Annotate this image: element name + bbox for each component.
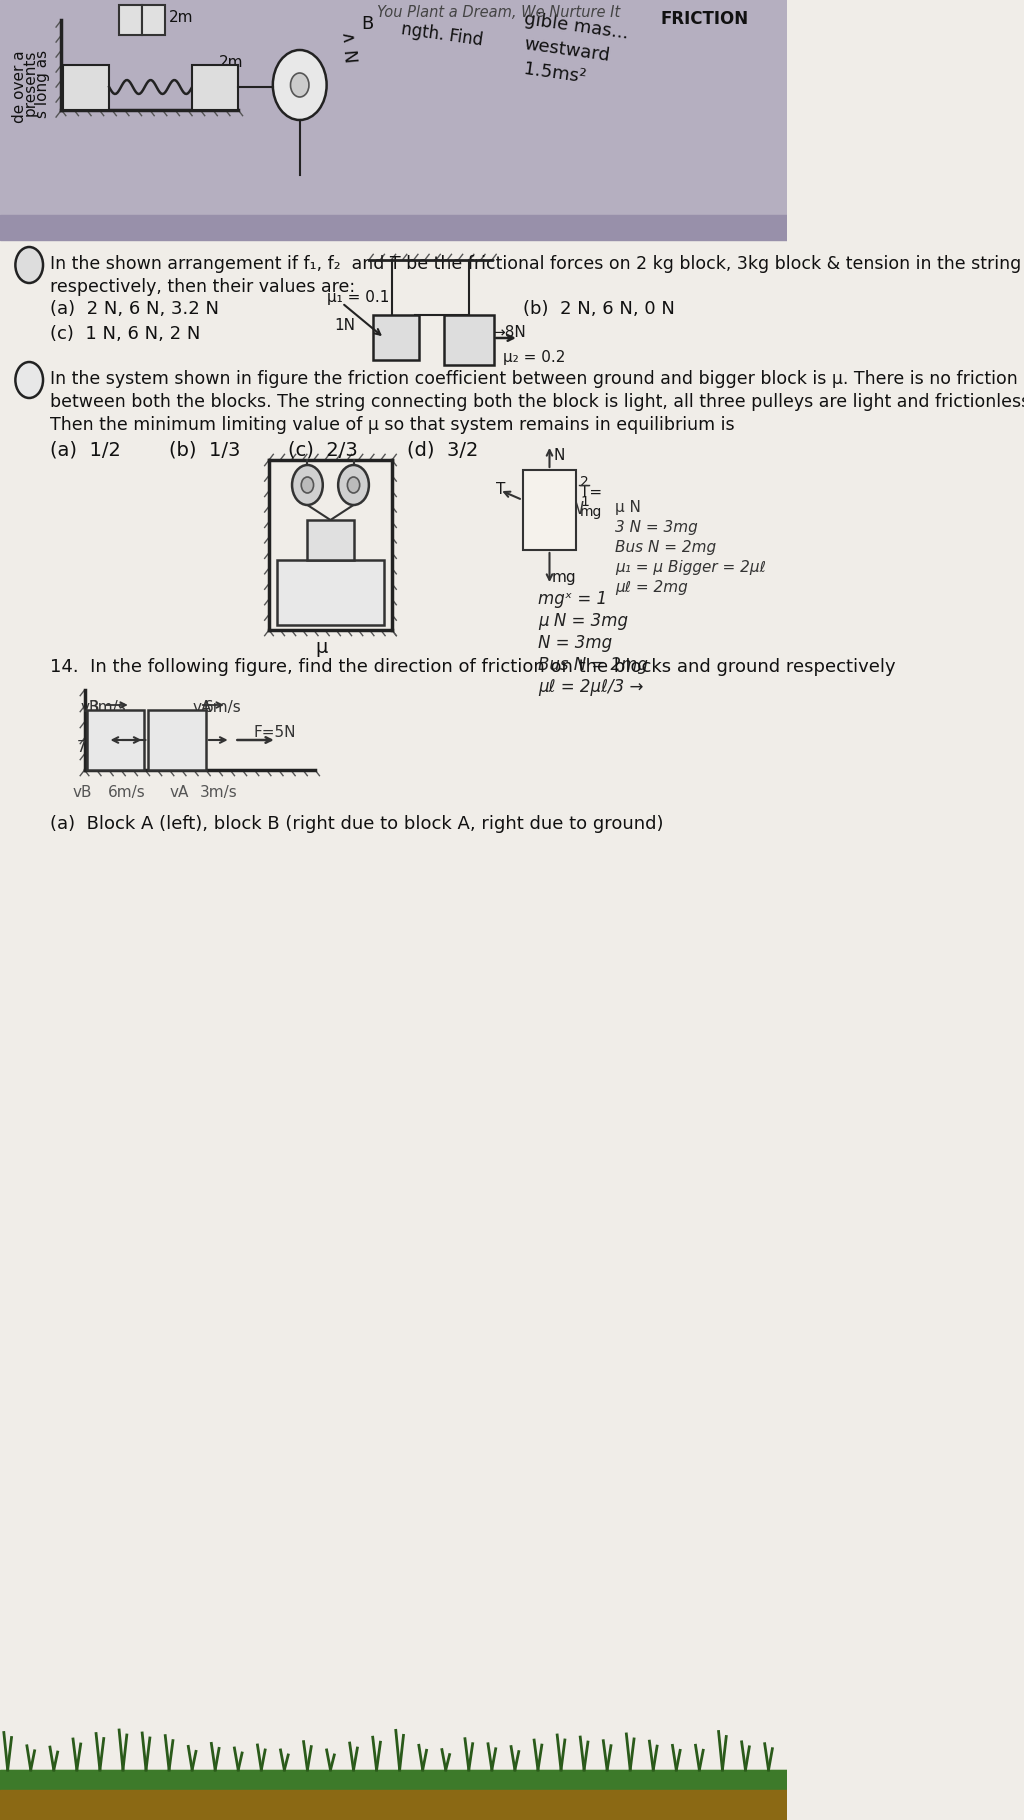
Text: vB: vB xyxy=(73,784,92,801)
Text: B: B xyxy=(148,15,159,29)
Bar xyxy=(0,215,787,240)
Bar xyxy=(148,710,206,770)
Text: 7N←: 7N← xyxy=(77,741,111,755)
Text: westward: westward xyxy=(522,35,611,66)
Text: 1: 1 xyxy=(581,495,589,510)
Bar xyxy=(444,315,495,366)
Text: (b)  2 N, 6 N, 0 N: (b) 2 N, 6 N, 0 N xyxy=(522,300,675,318)
Text: μ₁ = μ Bigger = 2μℓ: μ₁ = μ Bigger = 2μℓ xyxy=(614,561,766,575)
Text: vA: vA xyxy=(169,784,188,801)
Text: ∧ N: ∧ N xyxy=(338,29,358,64)
Circle shape xyxy=(301,477,313,493)
Text: mgˣ = 1: mgˣ = 1 xyxy=(538,590,607,608)
Text: presents: presents xyxy=(24,49,38,116)
Text: 13: 13 xyxy=(17,371,41,389)
Bar xyxy=(193,66,239,109)
Bar xyxy=(0,0,787,229)
Text: μ₂ = 0.2: μ₂ = 0.2 xyxy=(504,349,566,366)
Text: (c)  1 N, 6 N, 2 N: (c) 1 N, 6 N, 2 N xyxy=(50,326,201,342)
Text: gible mas...: gible mas... xyxy=(522,9,630,42)
Text: 12: 12 xyxy=(17,257,41,275)
Text: A: A xyxy=(126,15,136,29)
Text: μN: μN xyxy=(561,501,584,519)
Text: μ₁ = 0.1: μ₁ = 0.1 xyxy=(327,289,389,306)
Text: de over a: de over a xyxy=(11,49,27,122)
Text: (c)  2/3: (c) 2/3 xyxy=(288,440,358,459)
Bar xyxy=(0,1771,787,1820)
Text: 3m/s: 3m/s xyxy=(88,701,126,715)
Text: Bus N = 2mg: Bus N = 2mg xyxy=(538,655,648,673)
Text: →8N: →8N xyxy=(492,326,525,340)
Text: respectively, then their values are:: respectively, then their values are: xyxy=(50,278,355,297)
Text: 2m: 2m xyxy=(219,55,244,69)
Text: 2m: 2m xyxy=(169,9,194,25)
Text: 3kg: 3kg xyxy=(454,331,484,349)
Text: N: N xyxy=(553,448,564,462)
Bar xyxy=(0,1791,787,1820)
Text: A: A xyxy=(210,82,221,98)
Text: (a)  Block A (left), block B (right due to block A, right due to ground): (a) Block A (left), block B (right due t… xyxy=(50,815,664,834)
Text: N = 3mg: N = 3mg xyxy=(538,633,612,652)
Text: (d)  3/2: (d) 3/2 xyxy=(408,440,478,459)
Text: 3m/s: 3m/s xyxy=(200,784,238,801)
Text: Bus N = 2mg: Bus N = 2mg xyxy=(614,541,716,555)
Bar xyxy=(373,315,419,360)
Text: 2m: 2m xyxy=(316,584,345,602)
Text: You Plant a Dream, We Nurture It: You Plant a Dream, We Nurture It xyxy=(377,5,620,20)
Circle shape xyxy=(272,49,327,120)
Text: (a)  1/2: (a) 1/2 xyxy=(50,440,121,459)
Circle shape xyxy=(291,73,309,96)
Text: vA: vA xyxy=(193,701,212,715)
Text: T: T xyxy=(496,482,505,497)
Text: F=5N: F=5N xyxy=(254,724,296,741)
Text: FRICTION: FRICTION xyxy=(660,9,750,27)
Text: mg: mg xyxy=(552,570,577,584)
Text: μ N: μ N xyxy=(614,501,641,515)
Text: vB: vB xyxy=(81,701,100,715)
Text: 1N: 1N xyxy=(334,318,355,333)
Bar xyxy=(87,710,144,770)
Text: 6m/s: 6m/s xyxy=(108,784,145,801)
Circle shape xyxy=(347,477,359,493)
Text: μ: μ xyxy=(315,639,328,657)
Text: B: B xyxy=(361,15,374,33)
Text: T=: T= xyxy=(581,484,602,500)
Text: 3 N = 3mg: 3 N = 3mg xyxy=(614,521,697,535)
Text: 14.  In the following figure, find the direction of friction on the blocks and g: 14. In the following figure, find the di… xyxy=(50,659,896,675)
Text: 2: 2 xyxy=(581,475,589,490)
Text: between both the blocks. The string connecting both the block is light, all thre: between both the blocks. The string conn… xyxy=(50,393,1024,411)
Circle shape xyxy=(338,464,369,504)
Text: μℓ = 2μℓ/3 →: μℓ = 2μℓ/3 → xyxy=(538,679,643,695)
Bar xyxy=(307,521,353,561)
Text: (a)  2 N, 6 N, 3.2 N: (a) 2 N, 6 N, 3.2 N xyxy=(50,300,219,318)
Text: Then the minimum limiting value of μ so that system remains in equilibrium is: Then the minimum limiting value of μ so … xyxy=(50,417,734,433)
Text: m: m xyxy=(322,531,339,550)
Text: B: B xyxy=(109,730,122,750)
Circle shape xyxy=(292,464,323,504)
Bar xyxy=(63,66,110,109)
Text: μ N = 3mg: μ N = 3mg xyxy=(538,612,628,630)
Text: 1.5ms²: 1.5ms² xyxy=(522,60,587,87)
Text: In the shown arrangement if f₁, f₂  and T be the frictional forces on 2 kg block: In the shown arrangement if f₁, f₂ and T… xyxy=(50,255,1021,273)
Text: 6m/s: 6m/s xyxy=(204,701,242,715)
Text: In the system shown in figure the friction coefficient between ground and bigger: In the system shown in figure the fricti… xyxy=(50,369,1018,388)
Bar xyxy=(522,470,577,550)
Text: s long as: s long as xyxy=(35,49,49,118)
Bar xyxy=(0,1771,787,1820)
Text: μℓ = 2mg: μℓ = 2mg xyxy=(614,581,687,595)
Bar xyxy=(119,5,142,35)
Text: mg: mg xyxy=(581,504,602,519)
Circle shape xyxy=(15,362,43,399)
Bar xyxy=(276,561,384,624)
Text: A: A xyxy=(170,730,183,750)
Circle shape xyxy=(15,248,43,282)
Text: B: B xyxy=(81,82,92,98)
Text: ngth. Find: ngth. Find xyxy=(399,20,483,49)
Text: 2kg: 2kg xyxy=(380,329,412,348)
Bar xyxy=(142,5,165,35)
Text: (b)  1/3: (b) 1/3 xyxy=(169,440,241,459)
